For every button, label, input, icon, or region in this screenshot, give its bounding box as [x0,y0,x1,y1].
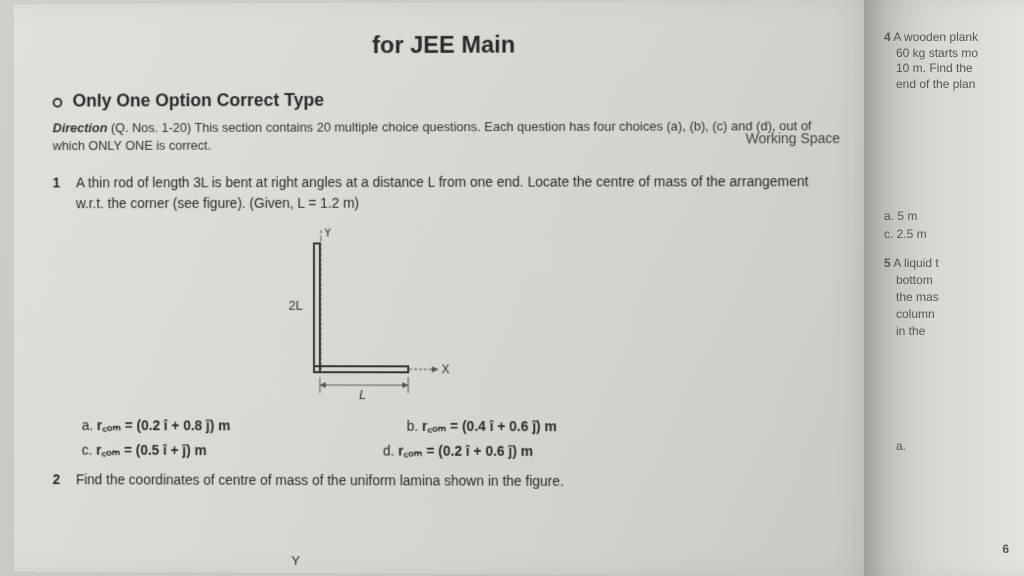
question-text: A thin rod of length 3L is bent at right… [76,171,824,214]
direction-text: Direction (Q. Nos. 1-20) This section co… [53,117,840,155]
option-d-text: r꜀ₒₘ = (0.2 î + 0.6 ĵ) m [398,443,533,459]
options-list: a. r꜀ₒₘ = (0.2 î + 0.8 ĵ) m b. r꜀ₒₘ = (0… [82,417,840,463]
q5-line5: in the [896,324,925,338]
right-q4: 4 A wooden plank 60 kg starts mo 10 m. F… [884,30,1014,92]
section-header: Only One Option Correct Type [53,88,840,111]
direction-range: (Q. Nos. 1-20) [111,120,191,135]
q4-line3: 10 m. Find the [896,61,973,75]
question-2-number: 2 [53,472,72,488]
bullet-icon [53,98,63,108]
y-axis-label: Y [324,229,332,240]
figure-bent-rod: Y 2L X L [277,229,454,408]
q4-number: 4 [884,30,891,44]
section-title: Only One Option Correct Type [73,90,324,111]
q5-line4: column [896,307,935,321]
question-2-text: Find the coordinates of centre of mass o… [76,472,564,489]
x-axis-label: X [442,363,450,377]
question-1: 1 A thin rod of length 3L is bent at rig… [53,171,840,214]
option-row-1: a. r꜀ₒₘ = (0.2 î + 0.8 ĵ) m b. r꜀ₒₘ = (0… [82,417,840,438]
q4-line1: A wooden plank [893,30,978,44]
question-number: 1 [53,173,72,194]
answer-c: c. 2.5 m [884,225,1014,243]
horizontal-label: L [359,387,366,402]
bent-rod-svg: Y 2L X L [277,229,454,408]
direction-label: Direction [53,120,108,135]
q4-line2: 60 kg starts mo [896,46,978,60]
right-answers: a. 5 m c. 2.5 m [884,207,1014,243]
page-title: for JEE Main [53,30,840,61]
q5-line2: bottom [896,273,933,287]
q5-line1: A liquid t [893,256,938,270]
page-number: 6 [1002,542,1009,556]
right-q5: 5 A liquid t bottom the mas column in th… [884,255,1014,339]
option-a: a. r꜀ₒₘ = (0.2 î + 0.8 ĵ) m [82,417,230,436]
option-a-text: r꜀ₒₘ = (0.2 î + 0.8 ĵ) m [97,418,230,434]
right-option-a: a. [896,439,1014,453]
option-b-text: r꜀ₒₘ = (0.4 î + 0.6 ĵ) m [422,418,557,434]
option-c-text: r꜀ₒₘ = (0.5 î + ĵ) m [96,442,207,458]
question-2: 2 Find the coordinates of centre of mass… [53,472,840,491]
q4-line4: end of the plan [896,77,975,91]
option-b: b. r꜀ₒₘ = (0.4 î + 0.6 ĵ) m [407,417,557,436]
vertical-label: 2L [289,298,303,313]
q5-line3: the mas [896,290,939,304]
option-row-2: c. r꜀ₒₘ = (0.5 î + ĵ) m d. r꜀ₒₘ = (0.2 î… [82,441,840,462]
answer-a: a. 5 m [884,207,1014,225]
option-d: d. r꜀ₒₘ = (0.2 î + 0.6 ĵ) m [383,442,533,461]
q5-number: 5 [884,256,891,270]
working-space-label: Working Space [746,130,840,146]
page-left: for JEE Main Only One Option Correct Typ… [14,0,880,576]
option-c: c. r꜀ₒₘ = (0.5 î + ĵ) m [82,441,207,460]
q2-y-label: Y [291,553,299,568]
page-right: 4 A wooden plank 60 kg starts mo 10 m. F… [864,0,1024,576]
